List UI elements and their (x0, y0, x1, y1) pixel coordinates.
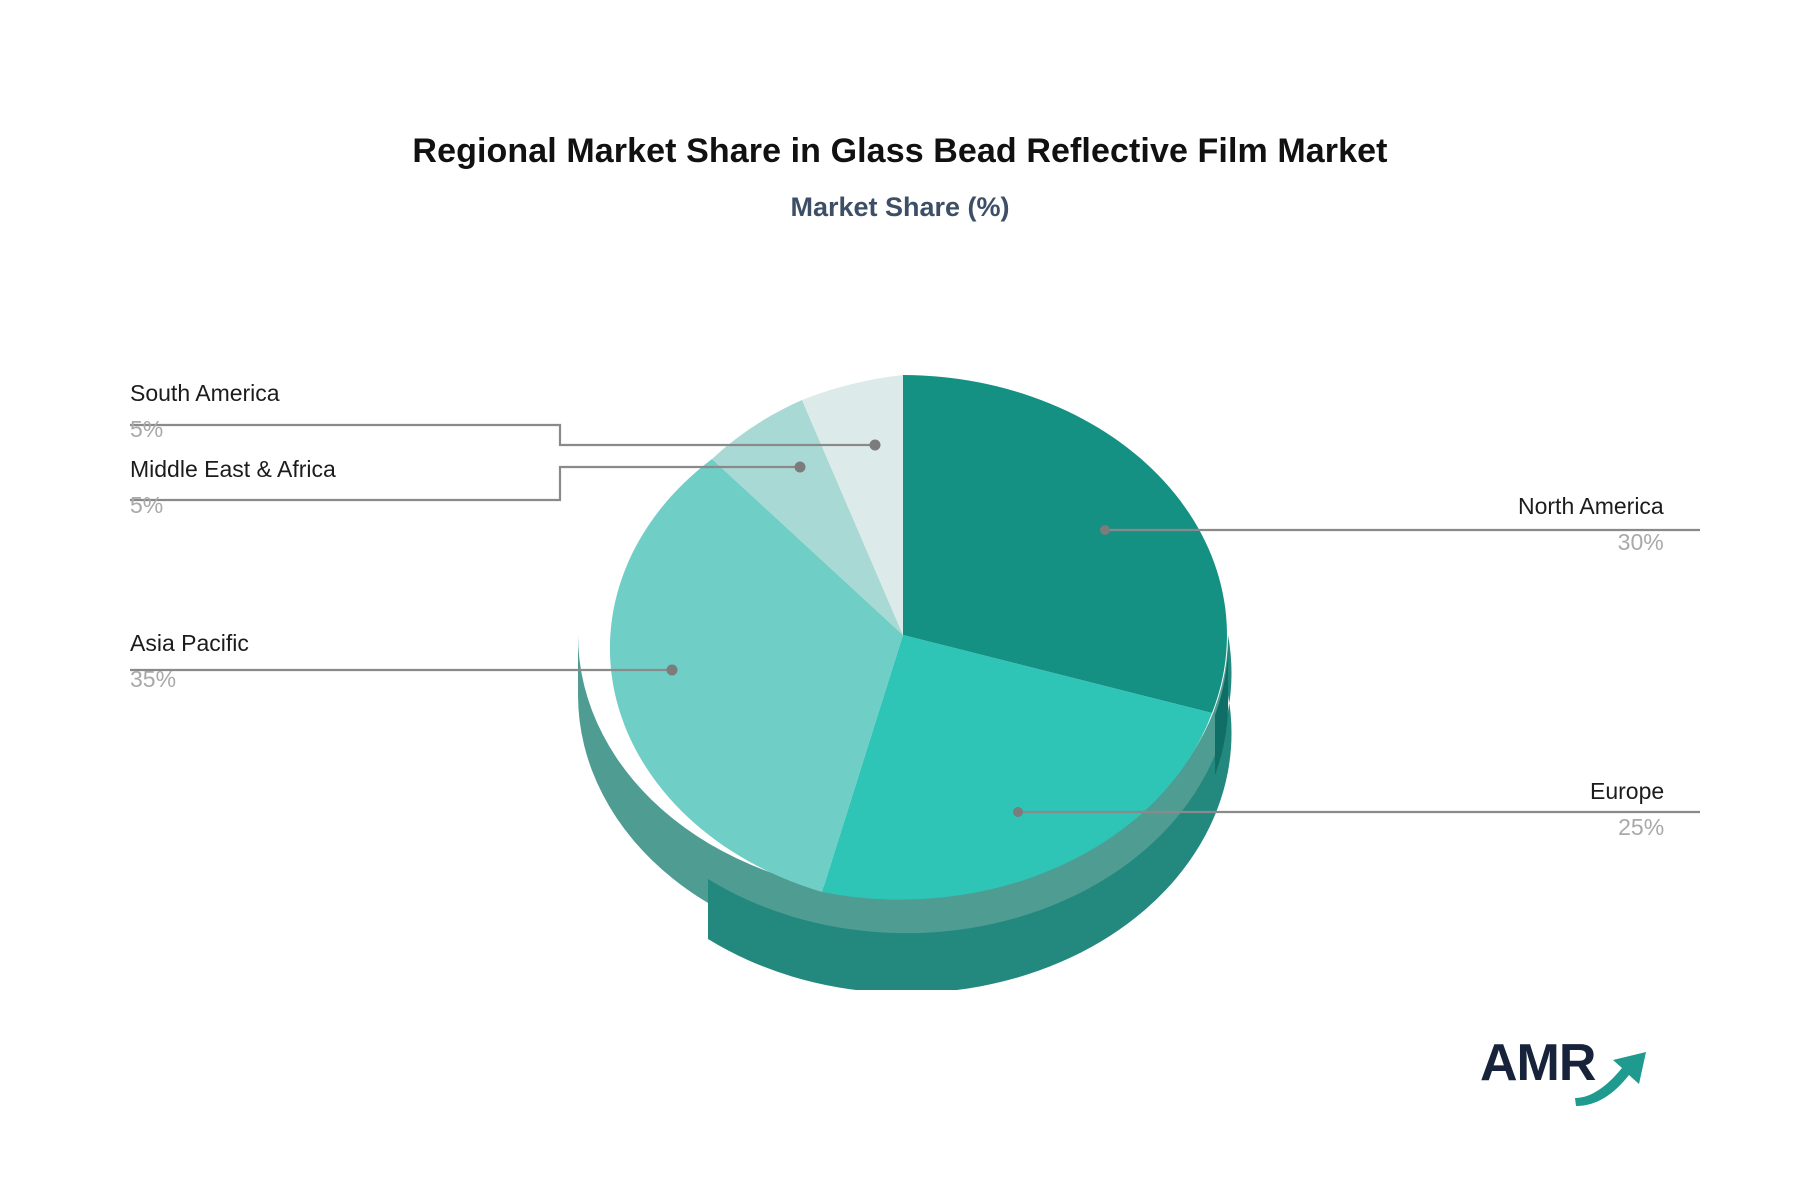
pie-slice-north-america[interactable] (903, 375, 1227, 713)
callout-category-north-america: North America (1518, 493, 1664, 519)
pie-slices-group (609, 375, 1227, 900)
pie-side-north-america (1215, 635, 1229, 775)
pie-side-europe (708, 635, 1232, 990)
callout-europe: Europe 25% (1590, 780, 1664, 839)
callout-north-america: North America 30% (1518, 495, 1664, 554)
pie-slice-middle-east-africa[interactable] (712, 400, 903, 635)
callout-value-north-america: 30% (1617, 529, 1664, 555)
pie-slice-asia-pacific[interactable] (609, 459, 903, 892)
callout-value-asia-pacific: 35% (130, 666, 177, 692)
pie-side-asia-pacific (578, 635, 1228, 955)
callout-south-america: South America 5% (130, 382, 280, 441)
page-title: Regional Market Share in Glass Bead Refl… (412, 132, 1388, 170)
amr-logo: AMR (1480, 1030, 1665, 1108)
amr-logo-wordmark: AMR (1480, 1034, 1596, 1092)
pie-chart (560, 350, 1260, 990)
amr-logo-svg: AMR (1480, 1034, 1646, 1106)
callout-value-middle-east-africa: 5% (130, 492, 164, 518)
pie-depth-group (578, 635, 1232, 990)
pie-slice-europe[interactable] (822, 635, 1212, 900)
amr-growth-arrow-icon (1575, 1052, 1646, 1106)
callout-value-europe: 25% (1618, 814, 1665, 840)
callout-middle-east-africa: Middle East & Africa 5% (130, 458, 336, 517)
callout-category-south-america: South America (130, 380, 280, 406)
callout-category-asia-pacific: Asia Pacific (130, 630, 249, 656)
callout-asia-pacific: Asia Pacific 35% (130, 632, 249, 691)
callout-value-south-america: 5% (130, 416, 164, 442)
pie-chart-svg (578, 375, 1232, 990)
chart-subtitle: Market Share (%) (790, 192, 1010, 222)
callout-category-middle-east-africa: Middle East & Africa (130, 456, 336, 482)
callout-category-europe: Europe (1590, 778, 1665, 804)
